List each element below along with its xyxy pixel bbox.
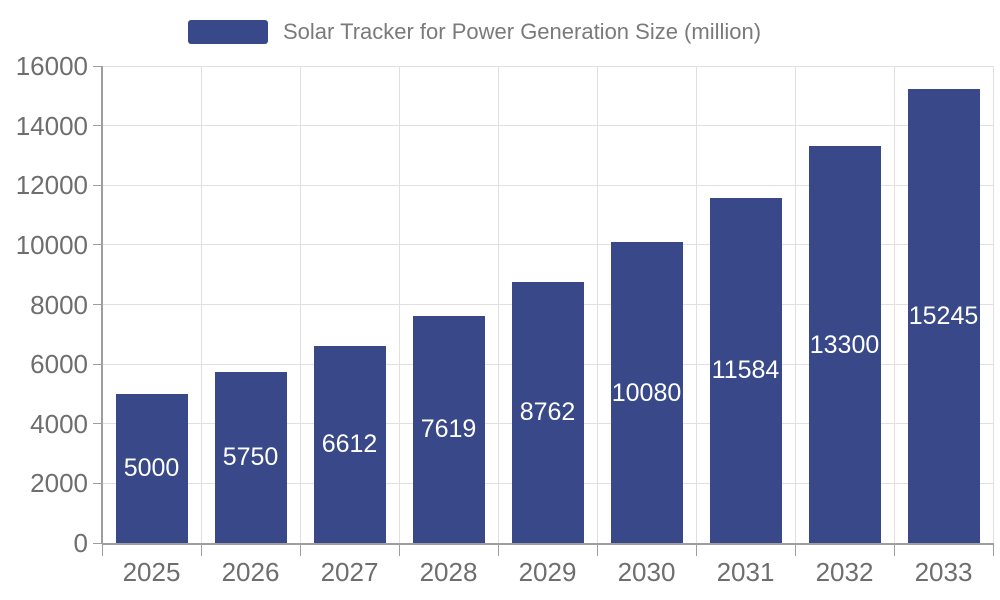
bar-value-label: 8762 (519, 398, 576, 427)
x-tick-label: 2026 (221, 557, 280, 587)
x-axis-tick (398, 545, 400, 556)
gridline-vertical (398, 66, 400, 543)
legend-swatch-icon (188, 20, 268, 44)
y-axis-tick (93, 542, 102, 544)
x-axis-tick (893, 545, 895, 556)
y-tick-label: 4000 (30, 408, 88, 439)
bar-value-label: 5750 (222, 443, 279, 472)
x-tick-label: 2030 (617, 557, 676, 587)
bar (709, 197, 782, 543)
bar (907, 88, 980, 543)
bar-value-label: 6612 (321, 430, 378, 459)
gridline-vertical (893, 66, 895, 543)
y-axis-tick (93, 482, 102, 484)
bar-value-label: 10080 (611, 378, 682, 407)
x-axis-tick (200, 545, 202, 556)
x-axis-tick (497, 545, 499, 556)
x-tick-label: 2033 (914, 557, 973, 587)
bar (115, 393, 188, 543)
bar (313, 345, 386, 543)
x-axis-tick (992, 545, 994, 556)
gridline-vertical (695, 66, 697, 543)
bar-value-label: 5000 (123, 454, 180, 483)
y-tick-label: 12000 (15, 170, 88, 201)
x-tick-label: 2028 (419, 557, 478, 587)
bar-value-label: 7619 (420, 415, 477, 444)
bar-value-label: 13300 (809, 330, 880, 359)
bar-value-label: 15245 (908, 301, 979, 330)
y-axis-line (101, 66, 103, 543)
y-axis-tick (93, 244, 102, 246)
y-axis-tick (93, 184, 102, 186)
y-tick-label: 6000 (30, 349, 88, 380)
y-tick-label: 14000 (15, 110, 88, 141)
y-axis-tick (93, 423, 102, 425)
bar (214, 371, 287, 543)
x-axis-tick (101, 545, 103, 556)
bar (808, 146, 881, 543)
x-axis-tick (596, 545, 598, 556)
y-axis-tick (93, 125, 102, 127)
gridline-vertical (497, 66, 499, 543)
x-tick-label: 2031 (716, 557, 775, 587)
x-tick-label: 2027 (320, 557, 379, 587)
y-tick-label: 2000 (30, 468, 88, 499)
x-tick-label: 2029 (518, 557, 577, 587)
y-tick-label: 0 (73, 528, 88, 558)
x-axis-tick (794, 545, 796, 556)
gridline-vertical (200, 66, 202, 543)
y-axis-tick (93, 304, 102, 305)
legend-label: Solar Tracker for Power Generation Size … (283, 19, 762, 44)
x-axis-line (102, 543, 994, 545)
gridline-horizontal (102, 184, 993, 186)
gridline-horizontal (102, 125, 993, 127)
y-tick-label: 16000 (15, 51, 88, 81)
gridline-vertical (299, 66, 301, 543)
legend[interactable]: Solar Tracker for Power Generation Size … (188, 20, 761, 44)
x-axis-tick (695, 545, 697, 556)
bar (511, 281, 584, 543)
gridline-horizontal (102, 244, 993, 246)
x-axis-tick (299, 545, 301, 556)
gridline-vertical (794, 66, 796, 543)
gridline-horizontal (102, 65, 993, 67)
x-tick-label: 2025 (122, 557, 181, 587)
y-axis-tick (93, 65, 102, 67)
x-tick-label: 2032 (815, 557, 874, 587)
bar-value-label: 11584 (711, 356, 780, 385)
bar (610, 242, 683, 543)
y-tick-label: 10000 (15, 229, 88, 260)
gridline-vertical (596, 66, 598, 543)
y-axis-tick (93, 363, 102, 365)
bar (412, 315, 485, 543)
gridline-vertical (992, 66, 994, 543)
y-tick-label: 8000 (30, 289, 88, 320)
